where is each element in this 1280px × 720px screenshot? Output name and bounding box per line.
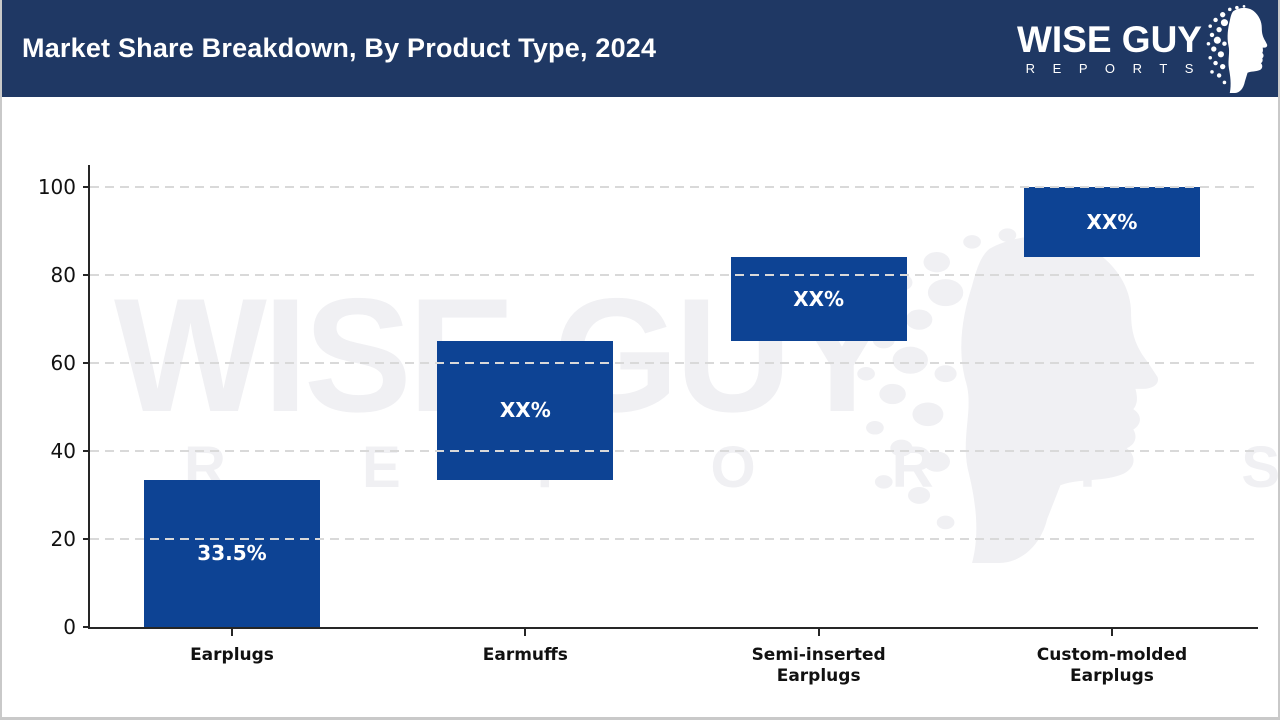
header-bar: Market Share Breakdown, By Product Type,…	[2, 0, 1278, 97]
wiseguy-logo: WISE GUY R E P O R T S	[1017, 4, 1268, 93]
bar-value-label-1: 33.5%	[197, 541, 267, 566]
gridline-80	[90, 274, 1258, 276]
bar-value-label-4: XX%	[1086, 210, 1138, 235]
gridline-40	[90, 450, 1258, 452]
y-tick-80	[83, 274, 90, 276]
x-tick-label-3: Semi-inserted Earplugs	[751, 645, 886, 687]
y-tick-40	[83, 450, 90, 452]
y-tick-label-60: 60	[50, 351, 76, 375]
gridline-60	[90, 362, 1258, 364]
x-tick-1	[231, 629, 233, 636]
x-axis-spine	[88, 627, 1258, 629]
y-tick-label-100: 100	[37, 175, 76, 199]
chart-title: Market Share Breakdown, By Product Type,…	[22, 33, 657, 63]
x-tick-2	[524, 629, 527, 636]
y-tick-20	[83, 538, 90, 540]
gridline-20	[90, 538, 1258, 540]
chart-area: WISE GUY R E P O R T S 0 20 40 60 80 100 33.5%…	[2, 97, 1278, 717]
x-tick-4	[1110, 629, 1113, 636]
logo-tagline: R E P O R T S	[1025, 61, 1201, 76]
bar-value-label-3: XX%	[793, 287, 845, 312]
logo-face-icon	[1206, 4, 1268, 93]
gridline-100	[90, 186, 1258, 188]
bar-4: XX%	[1023, 187, 1200, 258]
x-tick-label-4: Custom-molded Earplugs	[1036, 645, 1188, 687]
y-tick-100	[83, 186, 90, 188]
logo-wordmark: WISE GUY	[1016, 19, 1202, 60]
logo-text: WISE GUY R E P O R T S	[1017, 21, 1202, 76]
x-tick-label-2: Earmuffs	[482, 645, 568, 665]
y-axis-spine	[88, 165, 90, 629]
x-tick-3	[817, 629, 820, 636]
bar-1: 33.5%	[144, 479, 320, 627]
y-tick-label-80: 80	[50, 263, 76, 287]
bar-3: XX%	[730, 257, 907, 341]
y-tick-label-20: 20	[50, 527, 76, 551]
y-tick-label-0: 0	[63, 615, 76, 639]
x-tick-label-1: Earplugs	[190, 645, 274, 665]
y-tick-60	[83, 362, 90, 364]
bar-value-label-2: XX%	[499, 398, 551, 423]
y-tick-0	[83, 626, 90, 628]
y-tick-label-40: 40	[50, 439, 76, 463]
bar-2: XX%	[437, 341, 614, 480]
